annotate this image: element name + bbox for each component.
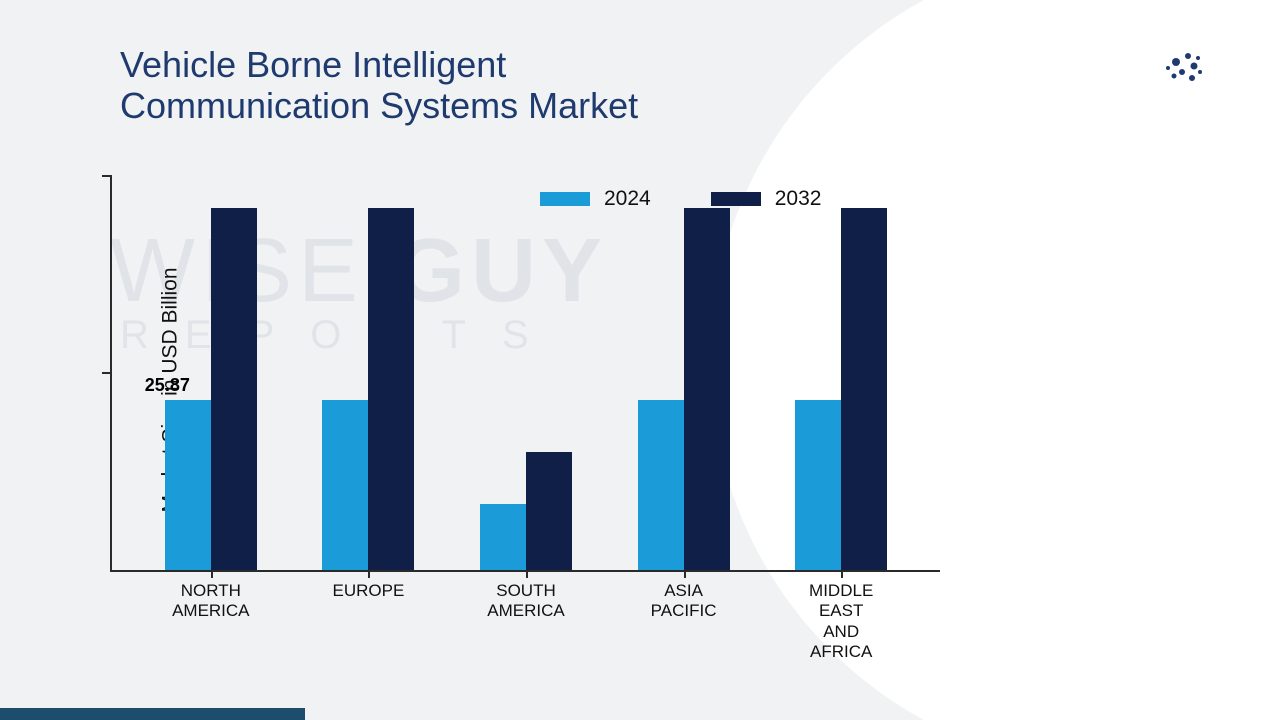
bar (638, 400, 684, 570)
brand-head-icon (1154, 42, 1210, 108)
bar-group: 25.87 (151, 208, 271, 570)
bar-chart: Market Size in USD Billion 2024 2032 25.… (80, 175, 960, 605)
brand-logo: WISE GUY REPORTS (994, 42, 1244, 108)
bar (841, 208, 887, 570)
bar-group (308, 208, 428, 570)
plot-area: 25.87 (112, 175, 940, 570)
chart-title: Vehicle Borne Intelligent Communication … (120, 44, 760, 127)
category-label: SOUTHAMERICA (466, 575, 586, 663)
bar (684, 208, 730, 570)
category-label: EUROPE (308, 575, 428, 663)
page: WISE GUY REPORTS Vehicle Borne Intellige… (0, 0, 1280, 720)
category-label: ASIAPACIFIC (624, 575, 744, 663)
bar (211, 208, 257, 570)
bottom-accent-bar (0, 708, 305, 720)
bar-group (781, 208, 901, 570)
right-band (960, 0, 1280, 720)
bar-group (624, 208, 744, 570)
bar (322, 400, 368, 570)
bar (368, 208, 414, 570)
brand-line-1: WISE GUY (994, 53, 1144, 84)
bar (480, 504, 526, 570)
category-label: MIDDLEEASTANDAFRICA (781, 575, 901, 663)
bar-group (466, 452, 586, 571)
brand-line-2: REPORTS (994, 82, 1144, 97)
bar (526, 452, 572, 571)
category-axis: NORTHAMERICA EUROPE SOUTHAMERICA ASIAPACIFI… (112, 575, 940, 663)
brand-text: WISE GUY REPORTS (994, 53, 1144, 97)
bar-value-label: 25.87 (145, 375, 190, 396)
bar (165, 400, 211, 570)
category-label: NORTHAMERICA (151, 575, 271, 663)
bar (795, 400, 841, 570)
